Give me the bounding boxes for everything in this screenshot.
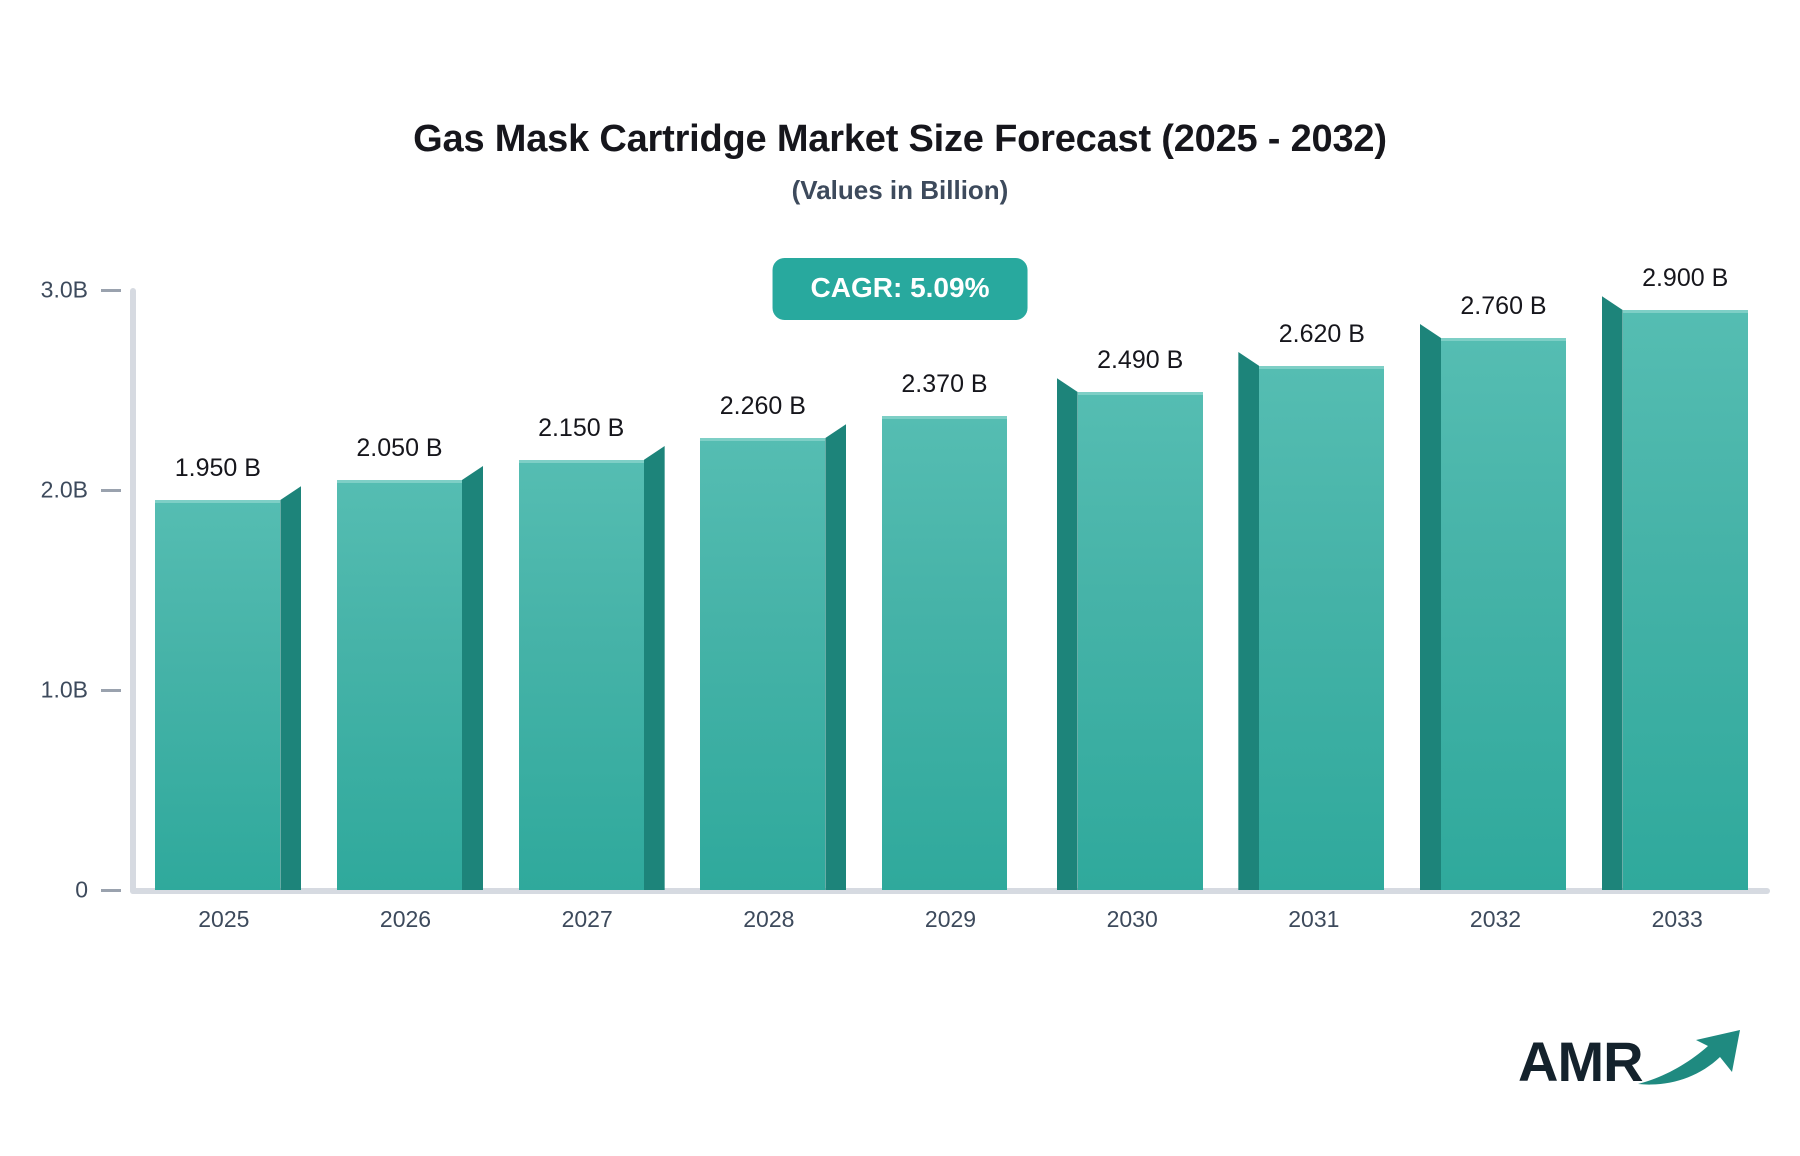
bar-value-label: 1.950 B [174,454,261,482]
bar-value-label: 2.150 B [538,414,625,442]
bar-value-label: 2.760 B [1460,292,1547,320]
bar-value-label: 2.260 B [719,392,806,420]
bar-side-face [825,424,847,890]
y-axis-tick-label: 2.0B [40,476,88,503]
x-axis-label: 2028 [743,906,795,932]
bar-value-label: 2.050 B [356,434,443,462]
bar[interactable] [1441,338,1566,890]
y-axis-tick-label: 1.0B [40,676,88,703]
x-axis-label: 2030 [1106,906,1158,932]
bar-value-label: 2.900 B [1642,264,1729,292]
bar-side-face [1238,352,1260,890]
bar-value-label: 2.370 B [901,370,988,398]
y-axis-tick [101,289,121,292]
amr-logo-text: AMR [1518,1030,1644,1093]
bar[interactable] [518,460,644,890]
bar-value-label: 2.490 B [1097,346,1184,374]
bar[interactable] [1259,366,1385,890]
y-axis-tick-label: 3.0B [40,276,88,303]
x-axis-label: 2026 [379,906,432,932]
bar[interactable] [882,416,1007,890]
y-axis-tick-label: 0 [75,876,88,903]
x-axis-label: 2025 [198,906,250,932]
bar[interactable] [155,500,281,890]
bar-side-face [280,486,302,890]
y-axis-tick [101,489,121,492]
amr-logo: AMR [1518,1028,1748,1108]
bar-side-face [1601,296,1623,890]
cagr-badge: CAGR: 5.09% [772,258,1028,320]
y-axis-tick [101,689,121,692]
bar[interactable] [337,480,462,890]
x-axis-label: 2029 [924,906,977,932]
growth-arrow-icon [1638,1030,1740,1085]
chart-title: Gas Mask Cartridge Market Size Forecast … [413,118,1387,160]
bar[interactable] [1077,392,1203,890]
x-axis-label: 2032 [1469,906,1522,932]
x-axis-label: 2031 [1288,906,1340,932]
bar-value-label: 2.620 B [1278,320,1365,348]
y-axis-tick [101,889,121,892]
bar-side-face [1420,324,1441,890]
bar[interactable] [700,438,826,890]
x-axis-line [130,888,1770,894]
bar-side-face [462,466,483,890]
bar-side-face [643,446,665,890]
x-axis-label: 2033 [1651,906,1703,932]
y-axis-line [130,288,136,894]
bar-side-face [1056,378,1078,890]
bar[interactable] [1622,310,1748,890]
chart-subtitle: (Values in Billion) [791,175,1009,205]
x-axis-label: 2027 [561,906,613,932]
